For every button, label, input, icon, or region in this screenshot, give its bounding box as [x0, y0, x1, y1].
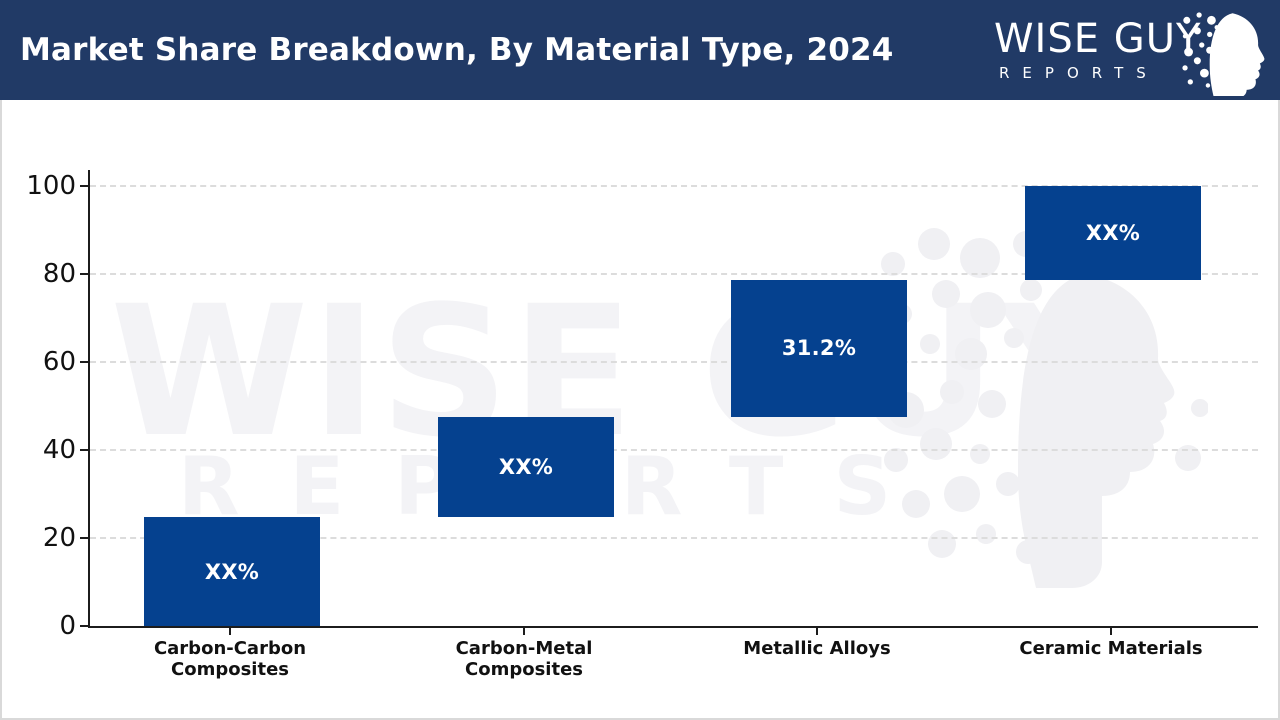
bar-value-label: XX% [1085, 220, 1141, 245]
logo-subtext: REPORTS [999, 64, 1159, 82]
y-tick-mark [80, 273, 88, 275]
gridline [90, 185, 1258, 187]
gridline [90, 537, 1258, 539]
plot-area: XX% XX% 31.2% XX% [88, 170, 1258, 628]
gridline [90, 273, 1258, 275]
x-tick-mark [229, 628, 231, 635]
y-tick-label: 20 [42, 523, 76, 553]
x-tick-mark [1110, 628, 1112, 635]
watermark-head-icon [874, 228, 1208, 588]
y-tick-label: 0 [59, 611, 76, 641]
x-category-label: Carbon-Carbon Composites [153, 638, 307, 680]
gridline [90, 449, 1258, 451]
watermark-wordmark: WISE GUY [110, 268, 1132, 477]
logo-wordmark: WISE GUY [994, 16, 1202, 62]
bar: XX% [1025, 186, 1201, 280]
y-tick-label: 100 [26, 171, 76, 201]
x-category-label: Ceramic Materials [1019, 638, 1203, 659]
bar-value-label: 31.2% [781, 336, 857, 361]
y-tick-mark [80, 185, 88, 187]
bar: 31.2% [731, 279, 907, 417]
y-tick-mark [80, 449, 88, 451]
bar-value-label: XX% [204, 559, 260, 584]
x-tick-mark [816, 628, 818, 635]
bar: XX% [438, 417, 614, 518]
x-category-label: Carbon-Metal Composites [455, 638, 593, 680]
x-category-label: Metallic Alloys [743, 638, 891, 659]
y-tick-label: 80 [42, 259, 76, 289]
gridline [90, 361, 1258, 363]
bar: XX% [144, 517, 320, 626]
y-tick-mark [80, 625, 88, 627]
logo: WISE GUY REPORTS [994, 4, 1266, 96]
chart-title: Market Share Breakdown, By Material Type… [20, 32, 894, 68]
y-tick-label: 60 [42, 347, 76, 377]
y-tick-mark [80, 537, 88, 539]
y-tick-mark [80, 361, 88, 363]
x-tick-mark [523, 628, 525, 635]
bar-value-label: XX% [498, 455, 554, 480]
y-tick-label: 40 [42, 435, 76, 465]
header-bar: Market Share Breakdown, By Material Type… [0, 0, 1280, 100]
logo-head-icon [1182, 12, 1265, 96]
